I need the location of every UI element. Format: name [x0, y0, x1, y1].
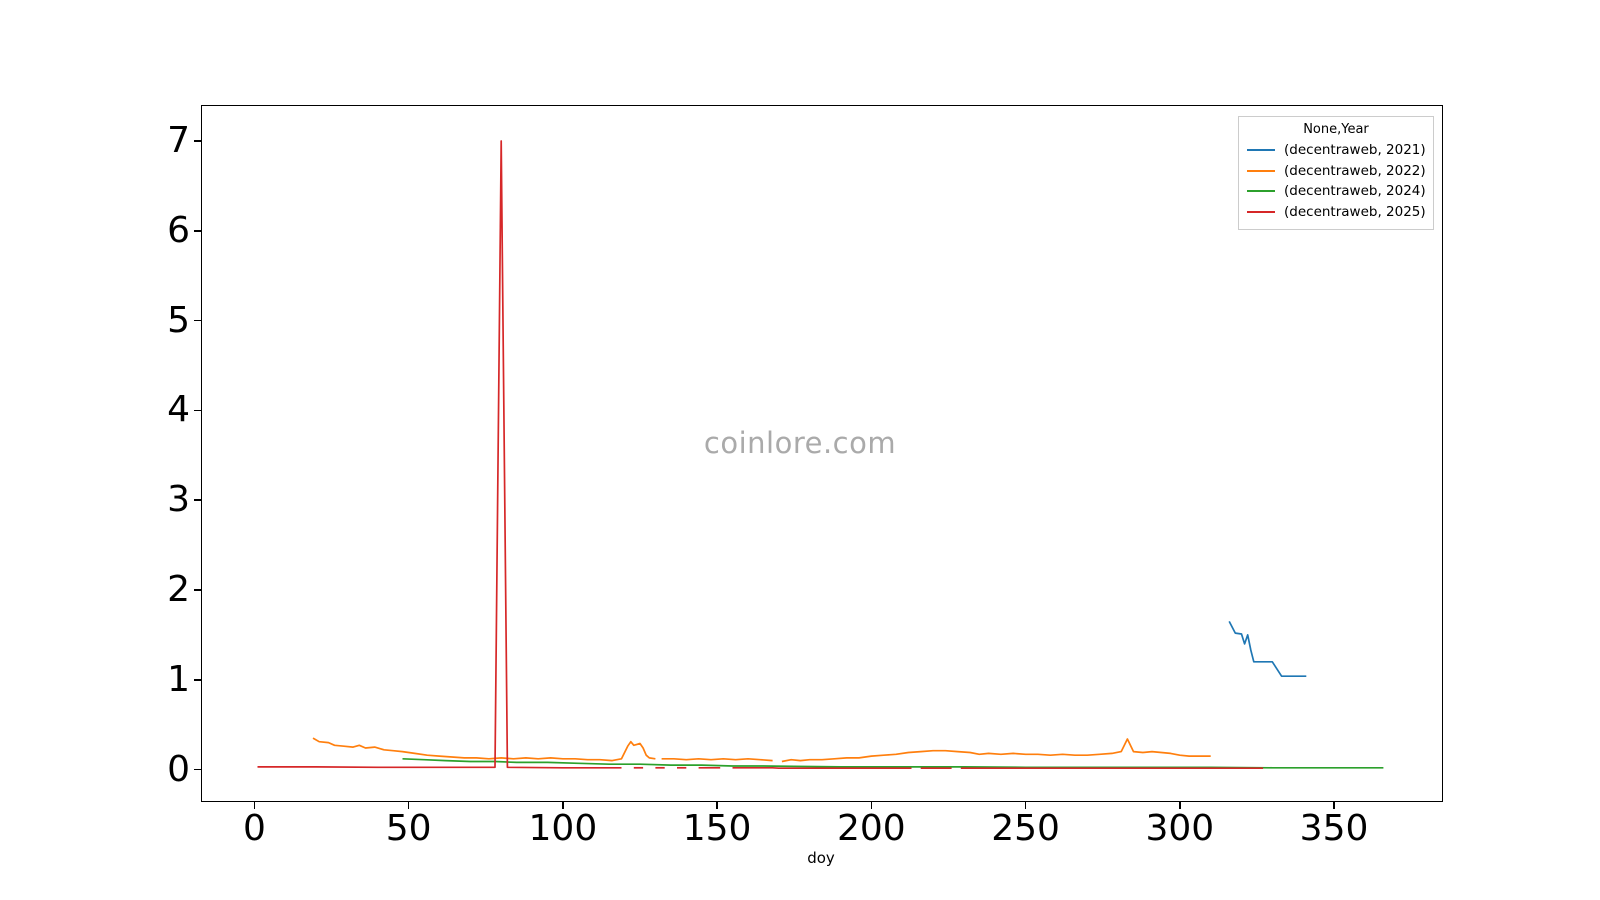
series-line — [661, 757, 773, 762]
legend-line-sample-2022 — [1247, 169, 1275, 172]
x-tick-label: 50 — [385, 808, 432, 849]
y-tick-mark — [194, 499, 202, 501]
x-tick-label: 200 — [836, 808, 906, 849]
legend-line-sample-2024 — [1247, 190, 1275, 193]
legend-entry-2024: (decentraweb, 2024) — [1247, 181, 1426, 202]
x-axis-label: doy — [807, 849, 835, 867]
legend: None,Year (decentraweb, 2021) (decentraw… — [1238, 116, 1434, 230]
x-tick-label: 350 — [1299, 808, 1369, 849]
y-tick-label: 4 — [167, 389, 190, 431]
x-tick-mark — [407, 801, 410, 809]
legend-label-2025: (decentraweb, 2025) — [1284, 203, 1426, 220]
x-tick-mark — [1333, 801, 1335, 809]
y-tick-label: 2 — [167, 568, 190, 610]
y-tick-mark — [194, 319, 202, 322]
y-tick-label: 6 — [167, 209, 190, 251]
legend-label-2022: (decentraweb, 2022) — [1284, 162, 1426, 179]
legend-entry-2022: (decentraweb, 2022) — [1247, 161, 1426, 182]
legend-entry-2025: (decentraweb, 2025) — [1247, 202, 1426, 223]
x-tick-label: 0 — [242, 808, 266, 849]
y-tick-mark — [194, 140, 202, 142]
y-tick-label: 5 — [167, 299, 190, 341]
x-tick-mark — [870, 801, 873, 809]
plot-area: 0 50 100 150 200 250 300 350 0 1 2 3 4 5 6 7 None,Year … — [167, 105, 1443, 848]
x-tick-mark — [716, 801, 718, 809]
x-tick-label: 250 — [991, 808, 1060, 849]
y-tick-label: 7 — [167, 120, 190, 162]
x-tick-label: 100 — [528, 808, 598, 849]
y-tick-label: 1 — [167, 658, 190, 700]
series-line — [257, 140, 622, 769]
series-line — [1228, 621, 1307, 678]
x-tick-mark — [1024, 801, 1027, 809]
y-tick-mark — [194, 678, 202, 681]
x-tick-mark — [1179, 801, 1181, 809]
legend-line-sample-2025 — [1247, 210, 1275, 213]
series-line — [781, 738, 1211, 763]
y-tick-mark — [194, 589, 202, 591]
series-line — [312, 737, 656, 762]
x-tick-label: 150 — [682, 808, 752, 849]
x-tick-mark — [253, 801, 256, 809]
y-tick-mark — [194, 768, 202, 771]
legend-label-2024: (decentraweb, 2024) — [1284, 183, 1426, 200]
y-tick-label: 0 — [167, 748, 190, 790]
legend-entry-2021: (decentraweb, 2021) — [1247, 140, 1426, 161]
x-tick-label: 300 — [1145, 808, 1215, 849]
y-tick-mark — [194, 409, 202, 412]
watermark: coinlore.com — [703, 426, 897, 460]
chart-lines — [257, 140, 1384, 770]
series-line — [402, 757, 1384, 769]
y-tick-label: 3 — [167, 479, 190, 521]
y-tick-mark — [194, 230, 202, 232]
legend-line-sample-2021 — [1247, 149, 1275, 152]
legend-label-2021: (decentraweb, 2021) — [1284, 142, 1426, 159]
legend-title: None,Year — [1303, 122, 1369, 137]
x-tick-mark — [562, 801, 564, 809]
